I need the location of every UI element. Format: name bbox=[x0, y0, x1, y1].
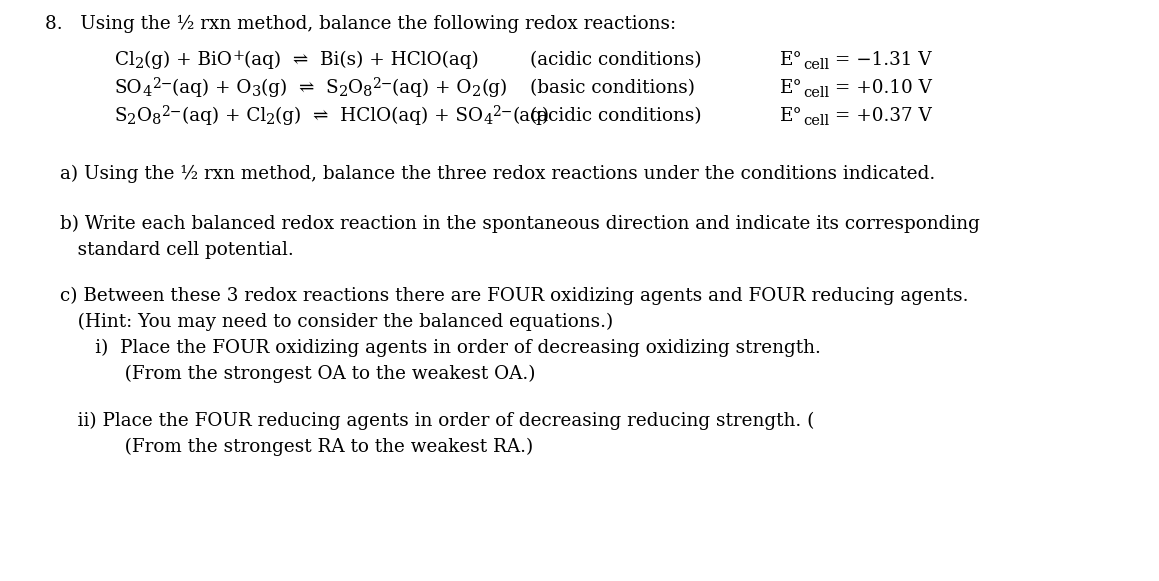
Text: = −1.31 V: = −1.31 V bbox=[829, 51, 932, 69]
Text: 8.   Using the ½ rxn method, balance the following redox reactions:: 8. Using the ½ rxn method, balance the f… bbox=[45, 15, 676, 33]
Text: cell: cell bbox=[803, 86, 829, 100]
Text: 2−: 2− bbox=[152, 77, 173, 91]
Text: (g) + BiO: (g) + BiO bbox=[144, 51, 232, 69]
Text: (basic conditions): (basic conditions) bbox=[530, 79, 695, 97]
Text: 4: 4 bbox=[143, 85, 152, 99]
Text: 2: 2 bbox=[338, 85, 348, 99]
Text: (aq) + Cl: (aq) + Cl bbox=[182, 107, 265, 125]
Text: (g): (g) bbox=[481, 79, 508, 97]
Text: 2−: 2− bbox=[372, 77, 393, 91]
Text: (Hint: You may need to consider the balanced equations.): (Hint: You may need to consider the bala… bbox=[60, 313, 613, 331]
Text: 8: 8 bbox=[152, 113, 161, 127]
Text: = +0.37 V: = +0.37 V bbox=[829, 107, 932, 125]
Text: (acidic conditions): (acidic conditions) bbox=[530, 107, 701, 125]
Text: O: O bbox=[348, 79, 363, 97]
Text: (aq)  ⇌  Bi(s) + HClO(aq): (aq) ⇌ Bi(s) + HClO(aq) bbox=[245, 51, 479, 69]
Text: 2: 2 bbox=[472, 85, 481, 99]
Text: (g)  ⇌  S: (g) ⇌ S bbox=[261, 79, 338, 97]
Text: (acidic conditions): (acidic conditions) bbox=[530, 51, 701, 69]
Text: Cl: Cl bbox=[115, 51, 134, 69]
Text: (aq): (aq) bbox=[512, 107, 549, 125]
Text: 2: 2 bbox=[265, 113, 275, 127]
Text: 4: 4 bbox=[483, 113, 493, 127]
Text: 8: 8 bbox=[363, 85, 372, 99]
Text: E°: E° bbox=[780, 51, 803, 69]
Text: cell: cell bbox=[803, 58, 829, 72]
Text: 3: 3 bbox=[252, 85, 261, 99]
Text: 2: 2 bbox=[134, 57, 144, 71]
Text: SO: SO bbox=[115, 79, 143, 97]
Text: O: O bbox=[137, 107, 152, 125]
Text: 2−: 2− bbox=[161, 105, 182, 119]
Text: = +0.10 V: = +0.10 V bbox=[829, 79, 932, 97]
Text: E°: E° bbox=[780, 107, 803, 125]
Text: c) Between these 3 redox reactions there are FOUR oxidizing agents and FOUR redu: c) Between these 3 redox reactions there… bbox=[60, 287, 969, 305]
Text: cell: cell bbox=[803, 114, 829, 128]
Text: a) Using the ½ rxn method, balance the three redox reactions under the condition: a) Using the ½ rxn method, balance the t… bbox=[60, 165, 935, 183]
Text: (aq) + O: (aq) + O bbox=[173, 79, 252, 97]
Text: b) Write each balanced redox reaction in the spontaneous direction and indicate : b) Write each balanced redox reaction in… bbox=[60, 215, 979, 233]
Text: +: + bbox=[232, 49, 245, 63]
Text: E°: E° bbox=[780, 79, 803, 97]
Text: (aq) + O: (aq) + O bbox=[393, 79, 472, 97]
Text: (From the strongest RA to the weakest RA.): (From the strongest RA to the weakest RA… bbox=[60, 437, 533, 456]
Text: 2−: 2− bbox=[493, 105, 512, 119]
Text: S: S bbox=[115, 107, 127, 125]
Text: ii) Place the FOUR reducing agents in order of decreasing reducing strength. (: ii) Place the FOUR reducing agents in or… bbox=[60, 412, 815, 430]
Text: i)  Place the FOUR oxidizing agents in order of decreasing oxidizing strength.: i) Place the FOUR oxidizing agents in or… bbox=[60, 339, 821, 357]
Text: 2: 2 bbox=[127, 113, 137, 127]
Text: (g)  ⇌  HClO(aq) + SO: (g) ⇌ HClO(aq) + SO bbox=[275, 107, 483, 125]
Text: standard cell potential.: standard cell potential. bbox=[60, 241, 293, 259]
Text: (From the strongest OA to the weakest OA.): (From the strongest OA to the weakest OA… bbox=[60, 365, 535, 383]
